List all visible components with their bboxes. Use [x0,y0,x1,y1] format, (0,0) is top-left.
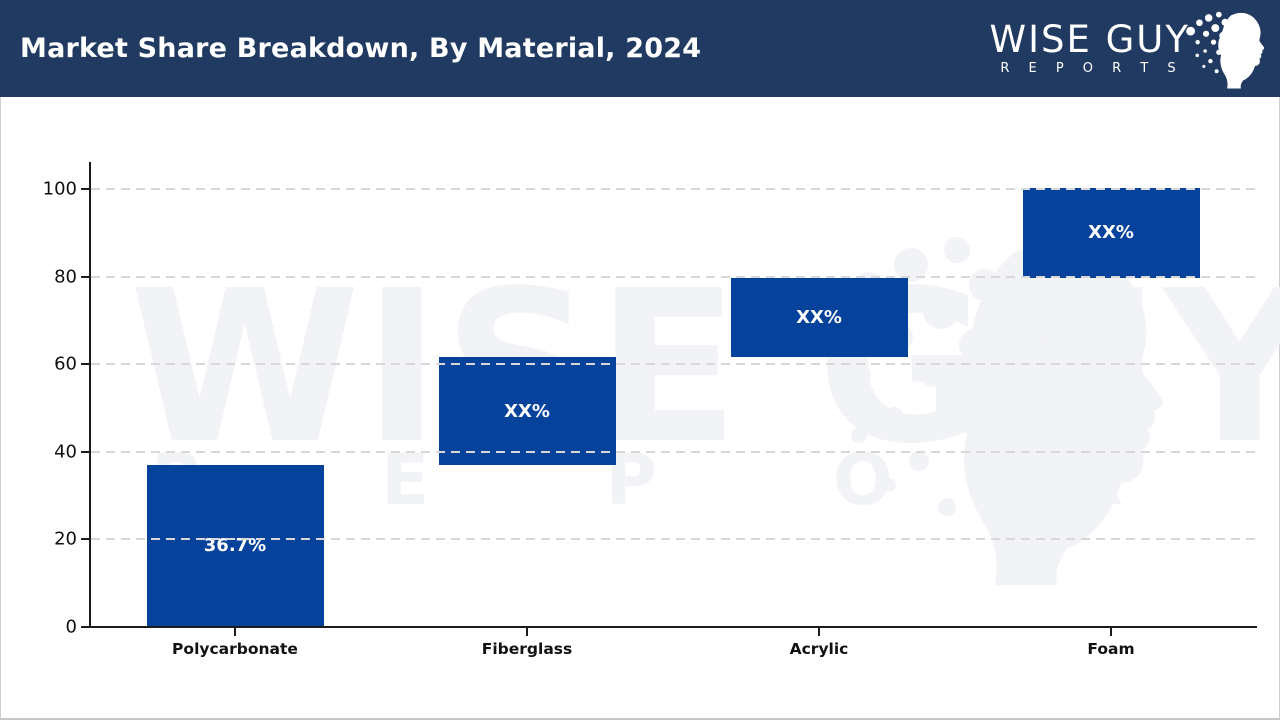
category-label-acrylic: Acrylic [789,640,849,658]
gridline-60 [91,363,1257,366]
y-tick-label-0: 0 [65,616,77,638]
bar-value-label: XX% [796,306,842,328]
brand-name: WISE GUY [989,18,1190,61]
brand-logo-text: WISE GUY R E P O R T S [990,21,1190,76]
y-tick-label-20: 20 [54,528,77,550]
bar-polycarbonate: 36.7% [146,465,324,626]
y-tick-20 [81,538,89,541]
brand-logo: WISE GUY R E P O R T S [990,9,1266,89]
x-tick-1 [526,628,528,636]
page-title: Market Share Breakdown, By Material, 202… [20,33,702,64]
y-tick-60 [81,363,89,366]
y-tick-label-40: 40 [54,441,77,463]
gridline-80 [91,275,1257,278]
gridline-100 [91,188,1257,190]
y-tick-label-100: 100 [42,178,77,200]
gridline-40 [91,450,1257,453]
x-axis-line [89,626,1257,628]
x-tick-0 [234,628,236,636]
bar-acrylic: XX% [730,277,908,358]
y-tick-label-60: 60 [54,353,77,375]
y-axis-line [89,161,91,628]
bar-foam: XX% [1022,188,1200,278]
category-label-fiberglass: Fiberglass [481,640,573,658]
bar-value-label: XX% [1088,222,1134,244]
gridline-20 [91,538,1257,541]
wiseguy-face-icon [1186,11,1265,88]
bar-value-label: XX% [504,400,550,422]
category-label-foam: Foam [1087,640,1135,658]
y-tick-80 [81,275,89,278]
y-tick-100 [81,188,89,190]
bar-fiberglass: XX% [438,357,616,466]
y-tick-0 [81,626,89,628]
header-bar: Market Share Breakdown, By Material, 202… [0,0,1280,97]
x-tick-3 [1110,628,1112,636]
category-label-polycarbonate: Polycarbonate [172,640,298,658]
brand-subtitle: R E P O R T S [1000,61,1184,76]
y-tick-40 [81,450,89,453]
y-tick-label-80: 80 [54,266,77,288]
chart-canvas: WISE GUY R E P O R T S 02040608010036.7%… [0,97,1280,720]
x-tick-2 [818,628,820,636]
